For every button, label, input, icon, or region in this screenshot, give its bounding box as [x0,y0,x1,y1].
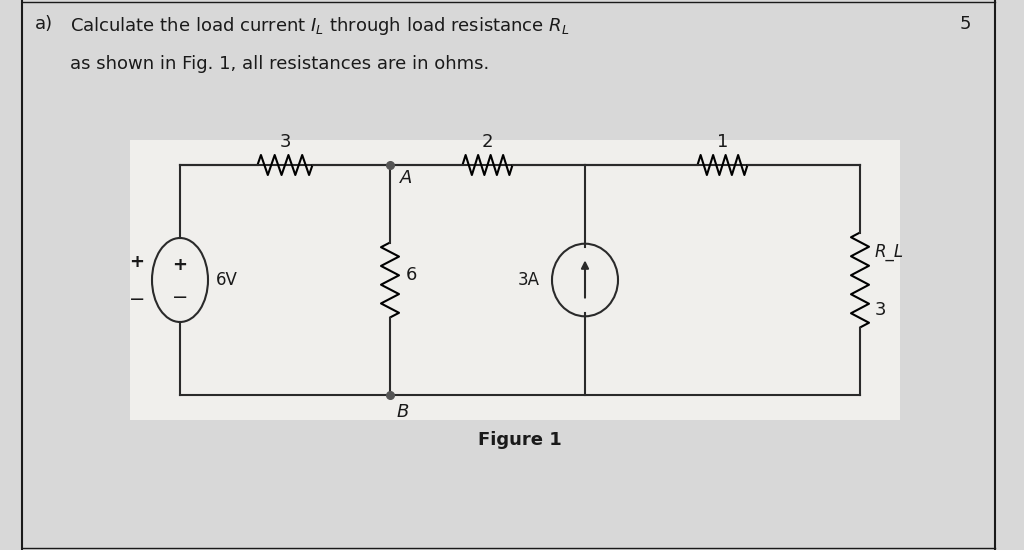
Text: 6: 6 [406,266,418,284]
Text: Figure 1: Figure 1 [478,431,562,449]
Text: −: − [129,290,145,310]
Text: 3: 3 [874,301,887,319]
FancyBboxPatch shape [130,140,900,420]
Text: 5: 5 [961,15,972,33]
Text: −: − [172,288,188,306]
Text: 6V: 6V [216,271,238,289]
Text: 3: 3 [280,133,291,151]
Text: +: + [172,256,187,274]
Text: A: A [400,169,413,187]
Text: R_L: R_L [874,243,904,261]
Text: B: B [397,403,410,421]
Text: a): a) [35,15,53,33]
Text: as shown in Fig. 1, all resistances are in ohms.: as shown in Fig. 1, all resistances are … [70,55,489,73]
Text: +: + [129,253,144,271]
Text: Calculate the load current $I_L$ through load resistance $R_L$: Calculate the load current $I_L$ through… [70,15,569,37]
Text: 3A: 3A [518,271,540,289]
Text: 1: 1 [717,133,728,151]
Text: 2: 2 [481,133,494,151]
